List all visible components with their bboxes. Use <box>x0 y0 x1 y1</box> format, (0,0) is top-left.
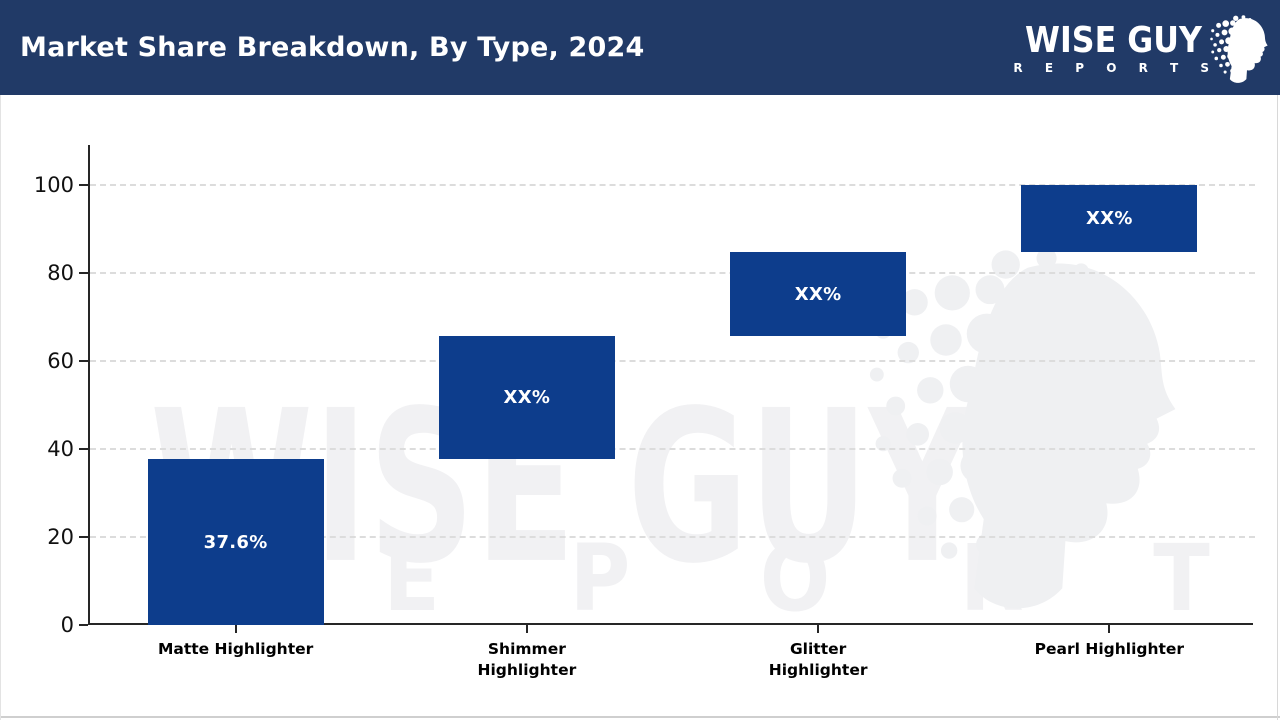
bar-value-label-2: XX% <box>794 283 842 305</box>
gridline-60 <box>90 359 1255 362</box>
y-tick-label-40: 40 <box>47 436 74 461</box>
page-right-border <box>1277 95 1278 720</box>
x-tick-label-1: Shimmer Highlighter <box>477 640 577 679</box>
y-tick-40 <box>79 447 88 450</box>
header-bar: Market Share Breakdown, By Type, 2024 WI… <box>0 0 1280 95</box>
y-tick-label-20: 20 <box>47 524 74 549</box>
x-tick-0 <box>234 625 237 633</box>
y-tick-20 <box>79 535 88 538</box>
x-tick-3 <box>1108 625 1111 633</box>
y-tick-label-0: 0 <box>60 613 74 637</box>
y-tick-0 <box>79 624 88 626</box>
brand-name: WISE GUY <box>1025 19 1203 61</box>
x-tick-2 <box>817 625 820 633</box>
y-tick-label-80: 80 <box>47 260 74 285</box>
bar-value-label-3: XX% <box>1086 208 1133 230</box>
y-tick-label-100: 100 <box>33 172 74 197</box>
page-bottom-border <box>0 716 1280 718</box>
page-title: Market Share Breakdown, By Type, 2024 <box>20 32 645 63</box>
brand-subtitle: R E P O R T S <box>1013 60 1218 75</box>
page-left-border <box>0 95 1 720</box>
gridline-100 <box>90 183 1255 186</box>
brand-logo: WISE GUY R E P O R T S <box>1009 8 1270 90</box>
plot-area: 0 20 40 60 80 100 37.6% Matte Highlighter XX% Shi… <box>34 145 1255 679</box>
gridline-40 <box>90 447 1255 450</box>
y-tick-label-60: 60 <box>47 348 74 373</box>
gridline-20 <box>90 535 1255 538</box>
bar-0: 37.6% <box>147 459 324 625</box>
x-tick-label-3: Pearl Highlighter <box>1034 640 1185 658</box>
y-tick-100 <box>79 183 88 186</box>
bar-value-label-1: XX% <box>503 387 551 409</box>
y-tick-80 <box>79 271 88 274</box>
bar-1: XX% <box>438 336 615 460</box>
brand-logo-text: WISE GUY R E P O R T S <box>1009 19 1218 75</box>
bar-value-label-0: 37.6% <box>203 531 268 553</box>
bar-3: XX% <box>1021 184 1198 253</box>
gridline-80 <box>90 271 1255 274</box>
x-tick-label-0: Matte Highlighter <box>157 640 314 658</box>
y-tick-60 <box>79 359 88 362</box>
x-tick-label-2: Glitter Highlighter <box>768 640 868 679</box>
brand-head-icon <box>1210 14 1268 83</box>
bar-2: XX% <box>730 252 907 337</box>
x-tick-1 <box>525 625 528 633</box>
